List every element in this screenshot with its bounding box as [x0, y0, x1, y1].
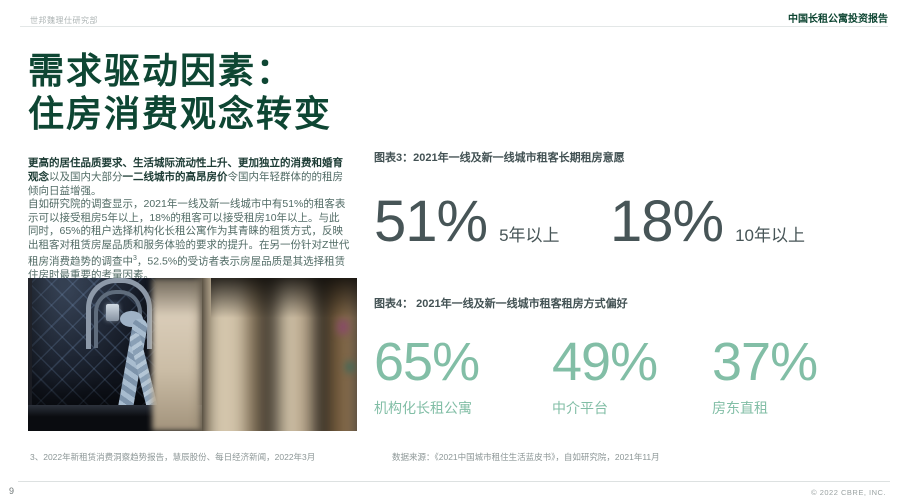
handbag-and-clothing-rack-photo — [28, 278, 357, 431]
figure4-stat-institutional-value: 65% — [374, 332, 480, 392]
page-number: 9 — [9, 486, 15, 496]
lead-bold-2: 一二线城市的高昂房价 — [122, 171, 228, 183]
body-paragraph: 自如研究院的调查显示，2021年一线及新一线城市中有51%的租客表示可以接受租房… — [28, 198, 350, 283]
figure3-stat-5years-label: 5年以上 — [499, 226, 560, 245]
lead-paragraph: 更高的居住品质要求、生活城际流动性上升、更加独立的消费和婚育观念以及国内大部分一… — [28, 156, 350, 198]
data-source: 数据来源：《2021中国城市租住生活蓝皮书》，自如研究院，2021年11月 — [392, 452, 660, 462]
page-title-line2: 住房消费观念转变 — [28, 94, 333, 134]
figure3-title: 图表3：2021年一线及新一线城市租客长期租房意愿 — [374, 152, 625, 164]
page-title-line1: 需求驱动因素： — [28, 51, 295, 91]
header-divider — [20, 26, 888, 27]
figure4-stat-agency-value: 49% — [552, 332, 658, 392]
figure4-title: 图表4： 2021年一线及新一线城市租客租房方式偏好 — [374, 298, 628, 310]
figure3-stat-10years-value: 18% — [610, 189, 724, 254]
figure3-stat-5years: 51% 5年以上 — [374, 189, 560, 254]
figure4-stat-agency-label: 中介平台 — [552, 400, 608, 416]
figure4-stat-institutional-label: 机构化长租公寓 — [374, 400, 472, 416]
lead-regular-2: 令国内年轻群体的的租房倾向日益增强。 — [28, 171, 343, 197]
handbag-charm — [106, 304, 119, 321]
figure4-stat-institutional: 65% 机构化长租公寓 — [374, 332, 480, 418]
handbag-handle-outer — [86, 278, 152, 349]
clothing-color-accent-1 — [338, 320, 348, 334]
clothing-color-accent-2 — [346, 362, 354, 372]
figure4-stat-landlord-label: 房东直租 — [712, 400, 768, 416]
figure4-stat-agency: 49% 中介平台 — [552, 332, 658, 418]
lead-bold-1: 更高的居住品质要求、生活城际流动性上升、更加独立的消费和婚育观念 — [28, 157, 343, 183]
figure3-stat-10years-label: 10年以上 — [735, 226, 806, 245]
footnote: 3、2022年新租赁消费洞察趋势报告，慧辰股份、每日经济新闻，2022年3月 — [30, 452, 316, 462]
page-title: 需求驱动因素： 住房消费观念转变 — [28, 50, 332, 136]
footer-divider — [18, 481, 890, 482]
figure3-stat-10years: 18% 10年以上 — [610, 189, 806, 254]
beige-garment — [152, 278, 202, 431]
figure4-stat-landlord: 37% 房东直租 — [712, 332, 818, 418]
body-text-1: 自如研究院的调查显示，2021年一线及新一线城市中有51%的租客表示可以接受租房… — [28, 198, 350, 268]
figure4-stat-landlord-value: 37% — [712, 332, 818, 392]
header-report-title: 中国长租公寓投资报告 — [788, 14, 888, 25]
copyright-notice: © 2022 CBRE, INC. — [811, 488, 886, 497]
lead-regular-1: 以及国内大部分 — [49, 171, 123, 183]
footnote-reference: 3 — [133, 255, 137, 262]
figure3-stat-5years-value: 51% — [374, 189, 488, 254]
clothing-rack-shadow — [211, 278, 357, 318]
header-department-label: 世邦魏理仕研究部 — [30, 16, 98, 25]
